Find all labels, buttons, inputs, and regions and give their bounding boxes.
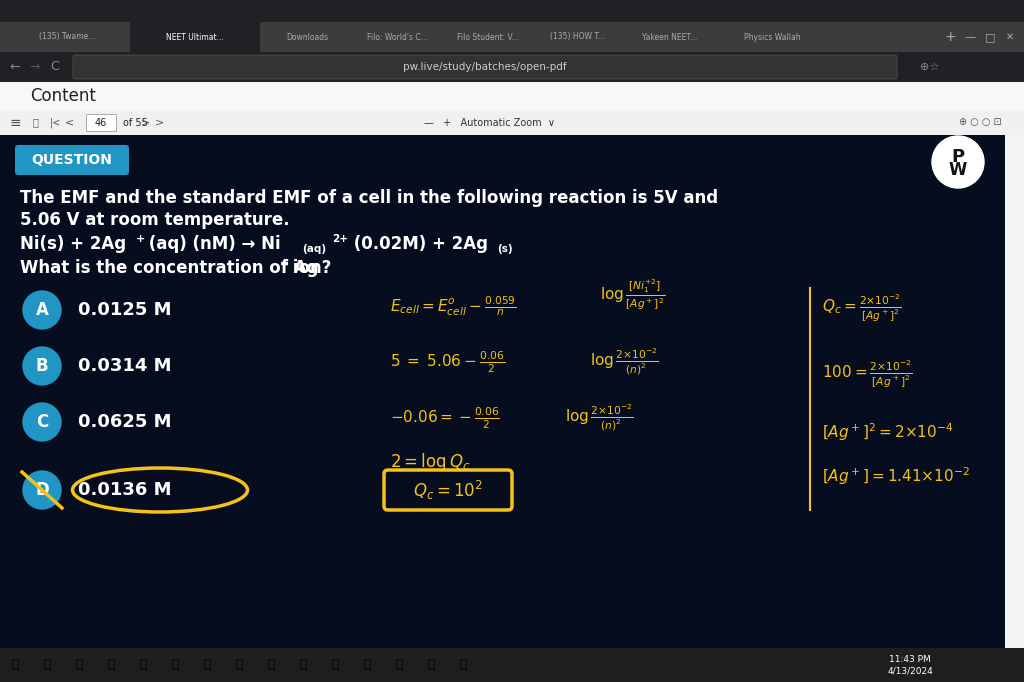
FancyBboxPatch shape: [86, 114, 116, 131]
Text: The EMF and the standard EMF of a cell in the following reaction is 5V and: The EMF and the standard EMF of a cell i…: [20, 189, 718, 207]
Text: 🪟: 🪟: [11, 659, 18, 672]
Text: 11:43 PM
4/13/2024: 11:43 PM 4/13/2024: [887, 655, 933, 675]
Text: $100 = \frac{2{\times}10^{-2}}{[Ag^+]^2}$: $100 = \frac{2{\times}10^{-2}}{[Ag^+]^2}…: [822, 358, 912, 389]
Text: 46: 46: [95, 117, 108, 128]
Circle shape: [23, 403, 61, 441]
Text: ≡: ≡: [9, 115, 20, 130]
Text: $5 \;=\; 5.06 - \frac{0.06}{2}$: $5 \;=\; 5.06 - \frac{0.06}{2}$: [390, 349, 505, 375]
Text: (s): (s): [497, 244, 513, 254]
FancyBboxPatch shape: [0, 110, 1024, 111]
FancyBboxPatch shape: [0, 110, 1024, 135]
Text: |<: |<: [49, 117, 60, 128]
Text: →: →: [30, 61, 40, 74]
Text: Filo Student: V...: Filo Student: V...: [457, 33, 518, 42]
Text: >: >: [140, 117, 150, 128]
FancyBboxPatch shape: [0, 52, 1024, 82]
Text: B: B: [36, 357, 48, 375]
Text: ⬛: ⬛: [459, 659, 467, 672]
FancyBboxPatch shape: [0, 22, 1024, 52]
Text: +: +: [280, 258, 289, 268]
FancyBboxPatch shape: [0, 135, 1024, 648]
Text: C: C: [36, 413, 48, 431]
Text: Physics Wallah: Physics Wallah: [744, 33, 801, 42]
FancyBboxPatch shape: [15, 145, 129, 175]
FancyBboxPatch shape: [0, 648, 1024, 682]
Circle shape: [23, 471, 61, 509]
Text: ⬛: ⬛: [427, 659, 435, 672]
Text: ⬛: ⬛: [364, 659, 371, 672]
Text: Content: Content: [30, 87, 96, 105]
Text: 0.0136 M: 0.0136 M: [78, 481, 171, 499]
Text: $Q_c = 10^2$: $Q_c = 10^2$: [413, 479, 483, 501]
Text: $2 = \log Q_c$: $2 = \log Q_c$: [390, 451, 470, 473]
Text: —   +   Automatic Zoom  ∨: — + Automatic Zoom ∨: [425, 117, 555, 128]
Text: ⊕ ○ ○ ⊡: ⊕ ○ ○ ⊡: [958, 117, 1001, 128]
FancyBboxPatch shape: [0, 82, 1024, 110]
Text: D: D: [35, 481, 49, 499]
Text: $-0.06 = -\frac{0.06}{2}$: $-0.06 = -\frac{0.06}{2}$: [390, 405, 500, 431]
Text: >: >: [156, 117, 165, 128]
Text: $\log \frac{2{\times}10^{-2}}{(n)^2}$: $\log \frac{2{\times}10^{-2}}{(n)^2}$: [590, 347, 658, 377]
Text: ⬛: ⬛: [299, 659, 307, 672]
Text: $\log \frac{2{\times}10^{-2}}{(n)^2}$: $\log \frac{2{\times}10^{-2}}{(n)^2}$: [565, 403, 634, 433]
Text: 🔍: 🔍: [43, 659, 51, 672]
Text: (aq): (aq): [302, 244, 326, 254]
Text: Filo: World's C...: Filo: World's C...: [368, 33, 428, 42]
Text: $[Ag^+] = 1.41{\times}10^{-2}$: $[Ag^+] = 1.41{\times}10^{-2}$: [822, 465, 970, 487]
Text: Yakeen NEET...: Yakeen NEET...: [642, 33, 697, 42]
Text: (135) Twame...: (135) Twame...: [39, 33, 95, 42]
Text: ⬛: ⬛: [267, 659, 274, 672]
Text: $Q_c = \frac{2{\times}10^{-2}}{[Ag^+]^2}$: $Q_c = \frac{2{\times}10^{-2}}{[Ag^+]^2}…: [822, 293, 902, 324]
Text: (0.02M) + 2Ag: (0.02M) + 2Ag: [348, 235, 488, 253]
Text: QUESTION: QUESTION: [32, 153, 113, 167]
Text: +: +: [136, 234, 145, 244]
Text: ⬛: ⬛: [139, 659, 146, 672]
FancyBboxPatch shape: [130, 22, 260, 52]
Text: Downloads: Downloads: [287, 33, 329, 42]
Text: ⊕☆: ⊕☆: [921, 62, 940, 72]
Text: $\mathit{E_{cell}} = \mathit{E^o_{cell}} - \frac{0.059}{n}$: $\mathit{E_{cell}} = \mathit{E^o_{cell}}…: [390, 294, 516, 318]
Text: W: W: [949, 161, 968, 179]
Circle shape: [23, 291, 61, 329]
Text: 0.0625 M: 0.0625 M: [78, 413, 171, 431]
Text: 🔍: 🔍: [32, 117, 38, 128]
FancyBboxPatch shape: [0, 0, 1024, 22]
Text: ⬛: ⬛: [171, 659, 179, 672]
Text: —: —: [965, 32, 976, 42]
Text: 0.0125 M: 0.0125 M: [78, 301, 171, 319]
Text: □: □: [985, 32, 995, 42]
Text: Ni(s) + 2Ag: Ni(s) + 2Ag: [20, 235, 126, 253]
Text: ⬛: ⬛: [331, 659, 339, 672]
Text: ⬛: ⬛: [203, 659, 211, 672]
Text: pw.live/study/batches/open-pdf: pw.live/study/batches/open-pdf: [403, 62, 567, 72]
Text: (aq) (nM) → Ni: (aq) (nM) → Ni: [143, 235, 281, 253]
Text: ⬛: ⬛: [395, 659, 402, 672]
Text: P: P: [951, 148, 965, 166]
Text: 5.06 V at room temperature.: 5.06 V at room temperature.: [20, 211, 290, 229]
FancyBboxPatch shape: [1005, 135, 1024, 648]
Text: 0.0314 M: 0.0314 M: [78, 357, 171, 375]
Text: A: A: [36, 301, 48, 319]
Circle shape: [23, 347, 61, 385]
Text: (135) HOW T...: (135) HOW T...: [550, 33, 605, 42]
Text: of 55: of 55: [123, 117, 147, 128]
Text: NEET Ultimat...: NEET Ultimat...: [166, 33, 224, 42]
Text: $[Ag^+]^2 = 2{\times}10^{-4}$: $[Ag^+]^2 = 2{\times}10^{-4}$: [822, 421, 953, 443]
FancyBboxPatch shape: [73, 55, 897, 79]
Text: +: +: [944, 30, 955, 44]
Text: ←: ←: [10, 61, 20, 74]
FancyBboxPatch shape: [0, 135, 1024, 136]
Text: ion?: ion?: [287, 259, 332, 277]
Text: ⬛: ⬛: [75, 659, 83, 672]
Text: ⬛: ⬛: [108, 659, 115, 672]
Circle shape: [932, 136, 984, 188]
Text: <: <: [66, 117, 75, 128]
Text: ✕: ✕: [1006, 32, 1014, 42]
Text: C: C: [50, 61, 59, 74]
Text: 2+: 2+: [332, 234, 348, 244]
Text: What is the concentration of Ag: What is the concentration of Ag: [20, 259, 318, 277]
Text: $\log \frac{[Ni_1^{+2}]}{[Ag^+]^2}$: $\log \frac{[Ni_1^{+2}]}{[Ag^+]^2}$: [600, 278, 666, 312]
Text: ⬛: ⬛: [236, 659, 243, 672]
